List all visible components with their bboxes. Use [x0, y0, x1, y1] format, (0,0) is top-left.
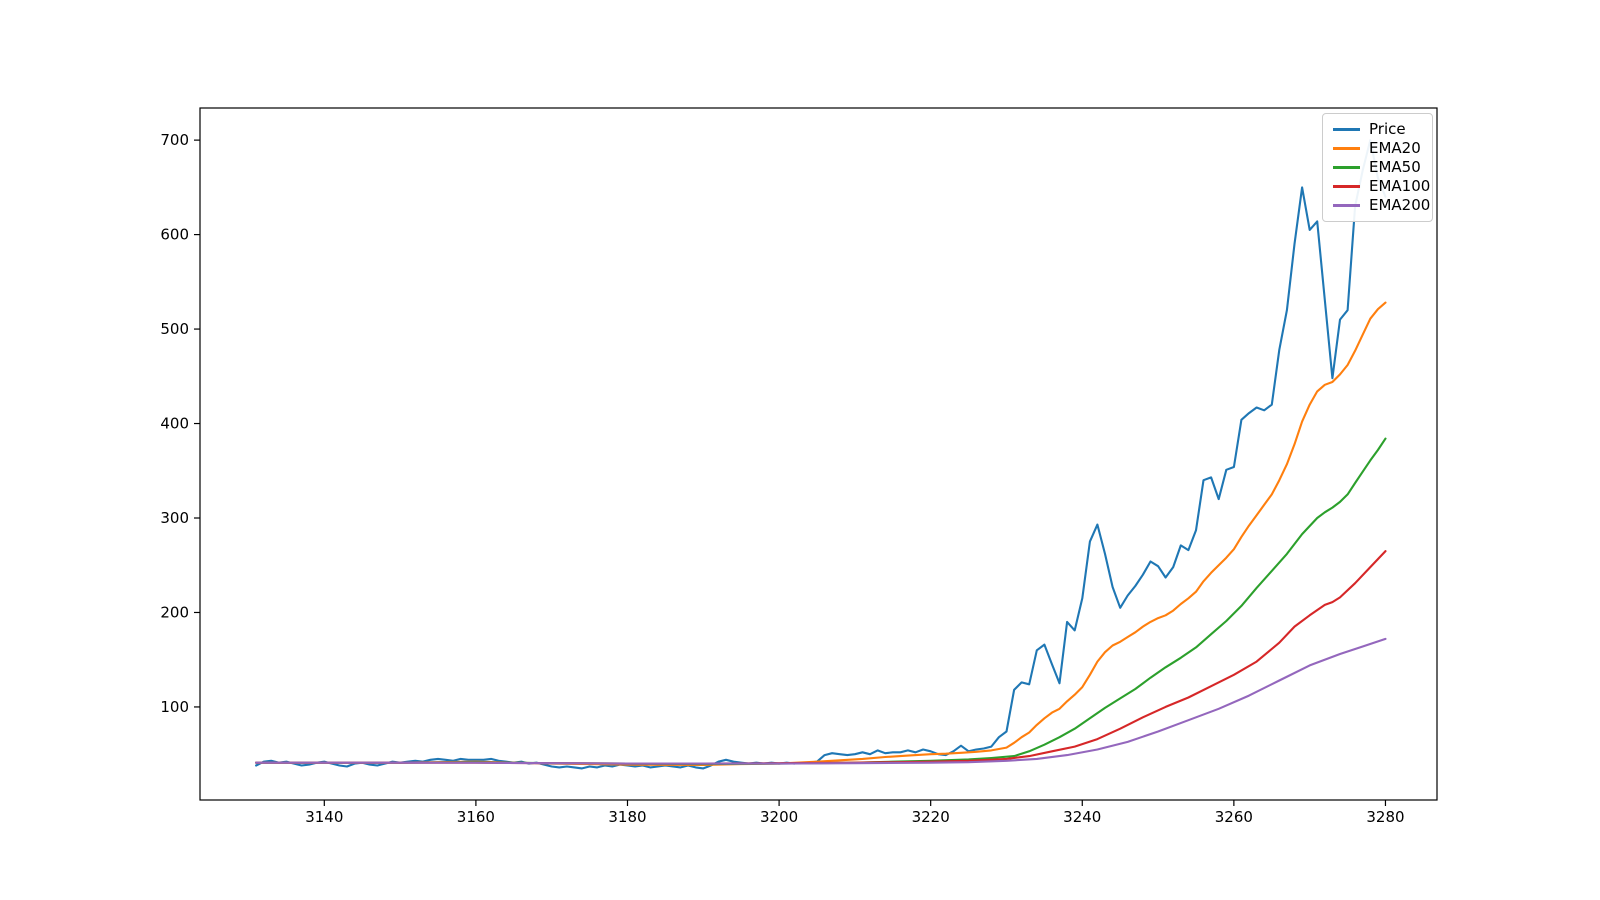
x-tick-label: 3180: [608, 808, 646, 826]
y-tick-label: 100: [160, 698, 189, 716]
x-tick-label: 3260: [1215, 808, 1253, 826]
legend-entry-ema50: EMA50: [1333, 158, 1422, 177]
legend-entry-price: Price: [1333, 120, 1422, 139]
series-line-ema20: [255, 301, 1387, 767]
legend-entry-ema100: EMA100: [1333, 177, 1430, 196]
y-tick-label: 400: [160, 415, 189, 433]
legend-label: EMA200: [1369, 196, 1431, 214]
y-tick-label: 500: [160, 320, 189, 338]
legend-line-swatch: [1333, 185, 1360, 188]
legend-entry-ema20: EMA20: [1333, 139, 1422, 158]
y-tick-label: 300: [160, 509, 189, 527]
legend: Price EMA20 EMA50 EMA100 EMA200: [1322, 113, 1433, 222]
legend-line-swatch: [1333, 147, 1360, 150]
x-tick-label: 3240: [1063, 808, 1101, 826]
legend-line-swatch: [1333, 128, 1360, 131]
x-tick-label: 3220: [912, 808, 950, 826]
y-tick-label: 600: [160, 226, 189, 244]
legend-line-swatch: [1333, 204, 1360, 207]
legend-label: Price: [1369, 120, 1406, 138]
x-tick-label: 3280: [1366, 808, 1404, 826]
legend-label: EMA50: [1369, 158, 1421, 176]
series-line-ema200: [255, 637, 1387, 765]
series-line-ema50: [255, 437, 1387, 766]
plot-border: [199, 107, 1438, 801]
legend-line-swatch: [1333, 166, 1360, 169]
x-tick-label: 3160: [457, 808, 495, 826]
x-tick-label: 3200: [760, 808, 798, 826]
series-line-ema100: [255, 550, 1387, 765]
legend-entry-ema200: EMA200: [1333, 196, 1430, 215]
x-tick-label: 3140: [305, 808, 343, 826]
series-line-price: [255, 139, 1387, 770]
legend-label: EMA100: [1369, 177, 1431, 195]
y-tick-label: 200: [160, 603, 189, 621]
y-tick-label: 700: [160, 131, 189, 149]
legend-label: EMA20: [1369, 139, 1421, 157]
